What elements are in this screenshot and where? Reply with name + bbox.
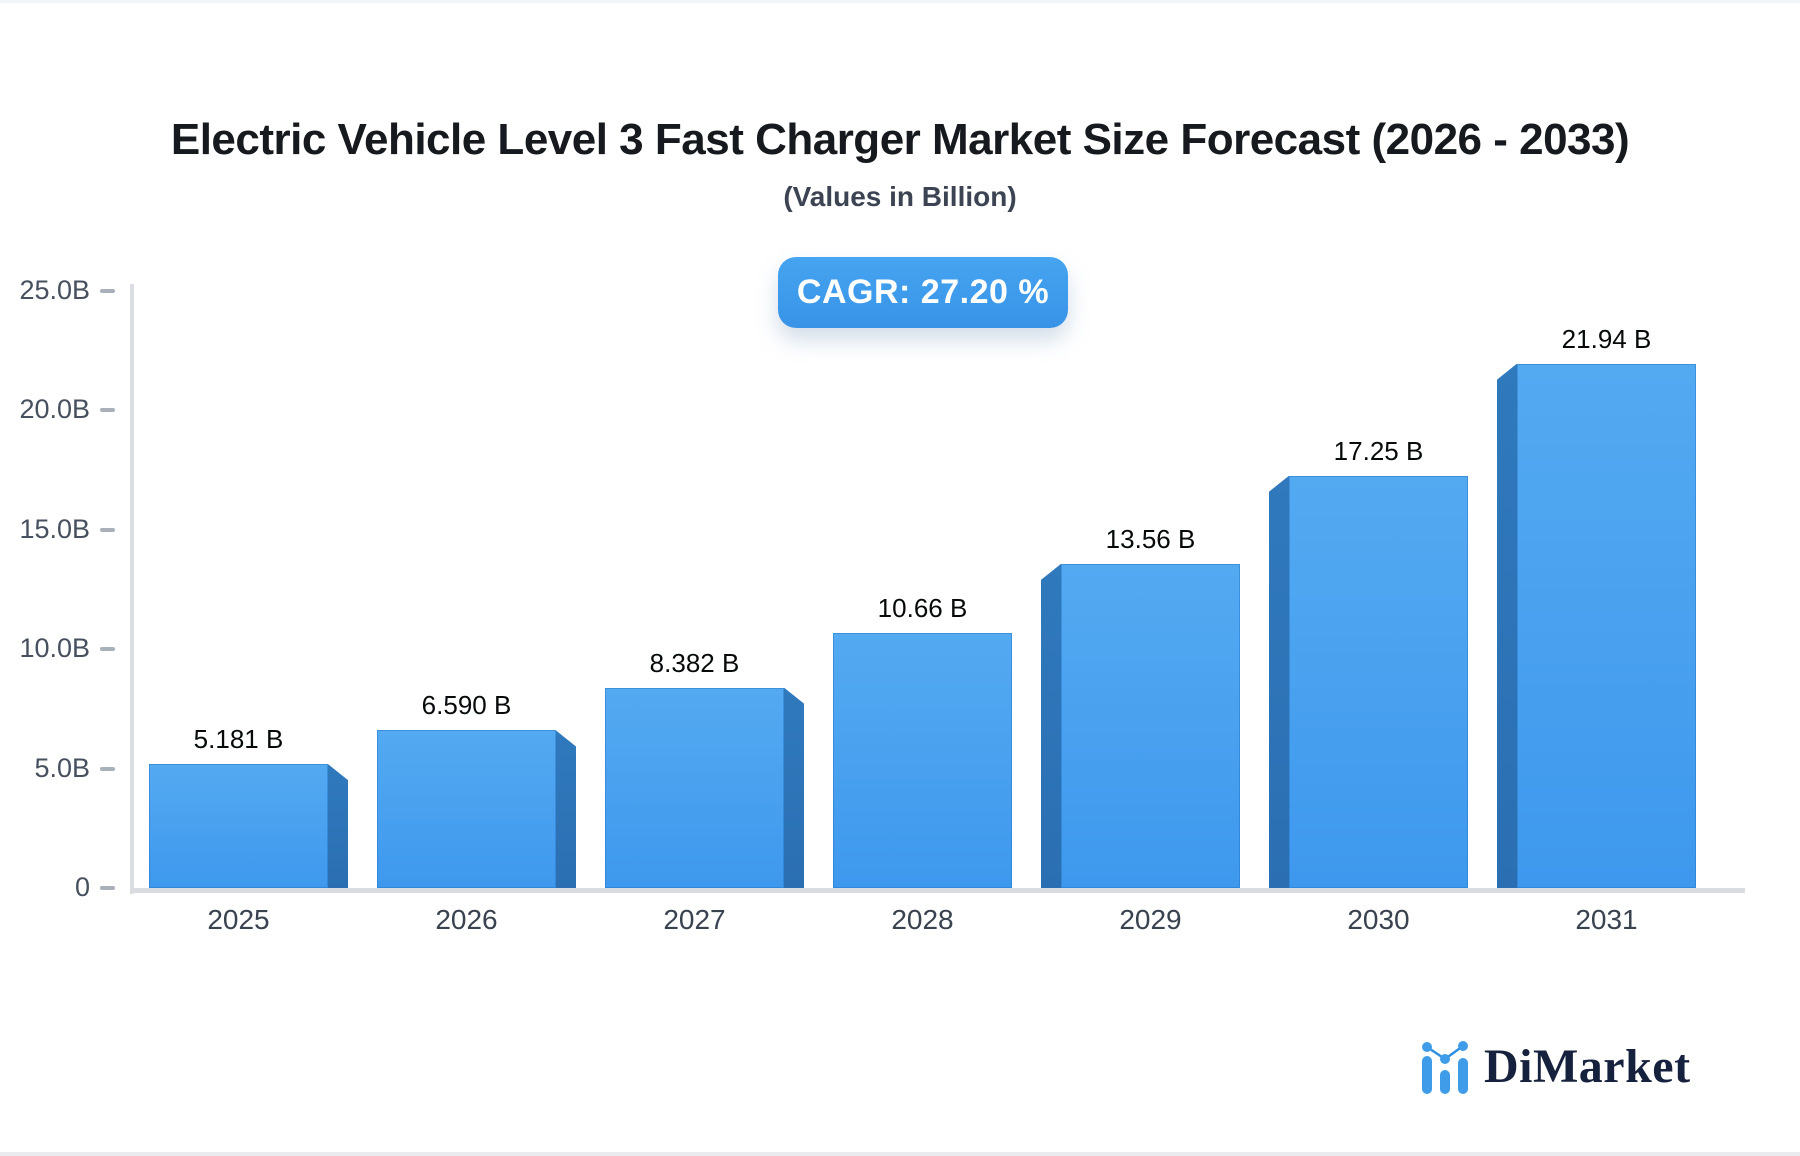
- bar-side-2029: [1041, 563, 1061, 888]
- bar-2026: [377, 730, 556, 888]
- y-axis-tick: [100, 886, 115, 890]
- y-axis-tick-label: 5.0B: [34, 752, 90, 783]
- x-axis-label-2031: 2031: [1575, 904, 1638, 935]
- bar-2031: [1517, 363, 1696, 888]
- x-axis-label-2027: 2027: [663, 904, 726, 935]
- x-axis-label-2030: 2030: [1347, 904, 1410, 935]
- chart-subtitle: (Values in Billion): [783, 181, 1017, 212]
- bar-value-label-2031: 21.94 B: [1561, 323, 1652, 354]
- bar-side-2026: [556, 730, 576, 888]
- cagr-badge: CAGR: 27.20 %: [778, 257, 1068, 328]
- x-axis-label-2028: 2028: [891, 904, 954, 935]
- dimarket-bars-icon: [1422, 1040, 1468, 1094]
- y-axis-line: [130, 284, 134, 894]
- y-axis-tick: [100, 647, 115, 651]
- y-axis-tick: [100, 408, 115, 412]
- bar-side-2025: [328, 764, 348, 888]
- bar-value-label-2028: 10.66 B: [877, 593, 968, 624]
- y-axis-tick: [100, 288, 115, 293]
- bar-2029: [1061, 563, 1240, 888]
- x-axis-label-2026: 2026: [435, 904, 498, 935]
- x-axis-label-2029: 2029: [1119, 904, 1182, 935]
- y-axis-tick-label: 10.0B: [19, 633, 90, 663]
- bar-value-label-2030: 17.25 B: [1333, 435, 1424, 466]
- bar-value-label-2029: 13.56 B: [1105, 523, 1196, 554]
- bar-side-2030: [1269, 475, 1289, 888]
- y-axis-tick-label: 20.0B: [19, 394, 90, 424]
- bar-value-label-2026: 6.590 B: [421, 690, 512, 721]
- x-axis-line: [130, 888, 1745, 893]
- bar-2027: [605, 687, 784, 888]
- bar-2025: [149, 764, 328, 888]
- y-axis-tick-label: 15.0B: [19, 513, 90, 544]
- bar-value-label-2027: 8.382 B: [649, 647, 740, 678]
- x-axis-label-2025: 2025: [207, 904, 270, 935]
- y-axis-tick-label: 0: [74, 872, 90, 902]
- y-axis-tick-label: 25.0B: [19, 274, 90, 305]
- bar-2030: [1289, 475, 1468, 888]
- bar-chart-plot-area: 25.0B 20.0B 15.0B 10.0B 5.0B 0 5.181 B 2025 6.59…: [0, 3, 1800, 1152]
- brand-logo: DiMarket: [1420, 1039, 1691, 1094]
- bar-side-2031: [1497, 363, 1517, 888]
- chart-title: Electric Vehicle Level 3 Fast Charger Ma…: [170, 115, 1630, 164]
- bar-value-label-2025: 5.181 B: [193, 724, 284, 755]
- y-axis-tick: [100, 766, 115, 771]
- cagr-badge-label: CAGR: 27.20 %: [796, 273, 1050, 311]
- bar-side-2027: [784, 687, 804, 888]
- brand-logo-text: DiMarket: [1484, 1040, 1691, 1093]
- bar-2028: [833, 633, 1012, 888]
- y-axis-tick: [100, 527, 115, 532]
